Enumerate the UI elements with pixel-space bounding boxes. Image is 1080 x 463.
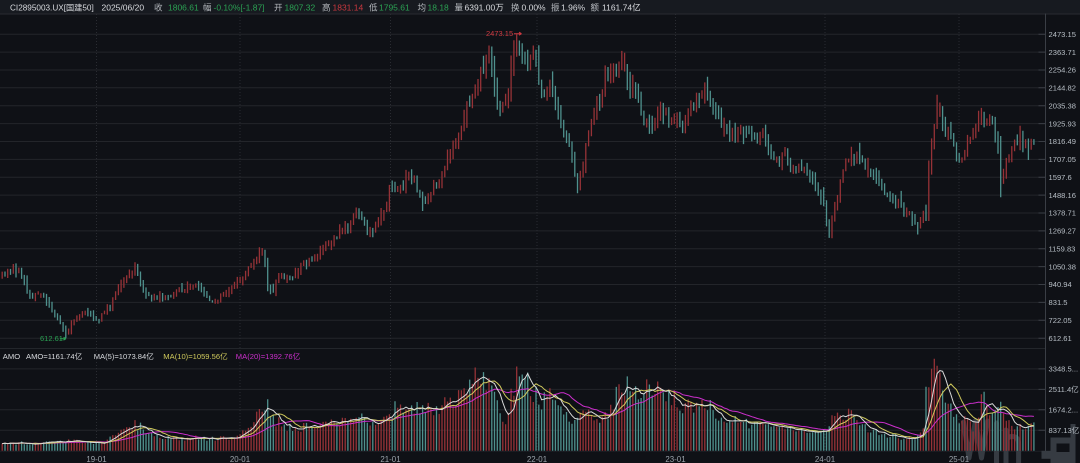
svg-text:1674.2...: 1674.2... xyxy=(1049,406,1079,415)
svg-text:0.00%: 0.00% xyxy=(522,2,547,12)
svg-text:幅: 幅 xyxy=(203,2,212,12)
svg-text:1807.32: 1807.32 xyxy=(285,2,316,12)
svg-text:23-01: 23-01 xyxy=(665,455,685,463)
svg-text:2473.15: 2473.15 xyxy=(1049,30,1076,39)
svg-text:1161.74亿: 1161.74亿 xyxy=(602,2,641,12)
svg-text:1269.27: 1269.27 xyxy=(1049,227,1076,236)
svg-text:2363.71: 2363.71 xyxy=(1049,48,1076,57)
svg-text:1488.16: 1488.16 xyxy=(1049,191,1076,200)
svg-text:AMO=1161.74亿: AMO=1161.74亿 xyxy=(26,351,83,361)
svg-text:AMO: AMO xyxy=(3,352,20,361)
svg-text:低: 低 xyxy=(369,2,378,12)
svg-text:1597.6: 1597.6 xyxy=(1049,173,1072,182)
svg-text:MA(10)=1059.56亿: MA(10)=1059.56亿 xyxy=(163,351,228,361)
svg-text:1806.61: 1806.61 xyxy=(168,2,199,12)
svg-text:CI2895003.UX[国建50]: CI2895003.UX[国建50] xyxy=(10,2,94,12)
svg-text:1831.14: 1831.14 xyxy=(333,2,364,12)
svg-text:22-01: 22-01 xyxy=(527,455,547,463)
svg-text:3348.5...: 3348.5... xyxy=(1049,365,1079,374)
svg-text:612.61: 612.61 xyxy=(1049,334,1072,343)
svg-text:-0.10%[-1.87]: -0.10%[-1.87] xyxy=(214,2,265,12)
svg-text:24-01: 24-01 xyxy=(815,455,835,463)
svg-text:1925.93: 1925.93 xyxy=(1049,119,1076,128)
svg-text:1707.05: 1707.05 xyxy=(1049,155,1076,164)
svg-text:831.5: 831.5 xyxy=(1049,298,1068,307)
svg-text:1159.83: 1159.83 xyxy=(1049,245,1076,254)
svg-text:量: 量 xyxy=(455,2,464,12)
svg-text:1816.49: 1816.49 xyxy=(1049,137,1076,146)
svg-text:612.61: 612.61 xyxy=(40,334,63,343)
svg-text:2144.82: 2144.82 xyxy=(1049,84,1076,93)
svg-text:开: 开 xyxy=(274,2,283,12)
svg-text:MA(20)=1392.76亿: MA(20)=1392.76亿 xyxy=(236,351,301,361)
svg-text:额: 额 xyxy=(591,2,600,12)
svg-text:2254.26: 2254.26 xyxy=(1049,66,1076,75)
svg-text:940.94: 940.94 xyxy=(1049,280,1072,289)
svg-text:1378.71: 1378.71 xyxy=(1049,209,1076,218)
svg-text:722.05: 722.05 xyxy=(1049,316,1072,325)
svg-text:换: 换 xyxy=(511,2,520,12)
svg-text:1795.61: 1795.61 xyxy=(379,2,410,12)
svg-text:1050.38: 1050.38 xyxy=(1049,262,1076,271)
svg-text:振: 振 xyxy=(551,2,560,12)
svg-text:收: 收 xyxy=(154,2,163,12)
svg-text:2035.38: 2035.38 xyxy=(1049,101,1076,110)
svg-text:21-01: 21-01 xyxy=(380,455,400,463)
svg-text:均: 均 xyxy=(418,2,427,12)
svg-text:837.13亿: 837.13亿 xyxy=(1049,425,1080,435)
svg-text:2511.4亿: 2511.4亿 xyxy=(1049,384,1080,394)
svg-text:6391.00万: 6391.00万 xyxy=(465,2,504,12)
svg-text:1.96%: 1.96% xyxy=(561,2,586,12)
svg-text:19-01: 19-01 xyxy=(86,455,106,463)
svg-text:18.18: 18.18 xyxy=(428,2,450,12)
svg-text:高: 高 xyxy=(322,2,331,12)
svg-text:20-01: 20-01 xyxy=(230,455,250,463)
svg-text:2473.15: 2473.15 xyxy=(486,29,513,38)
svg-text:2025/06/20: 2025/06/20 xyxy=(102,2,145,12)
svg-text:MA(5)=1073.84亿: MA(5)=1073.84亿 xyxy=(94,351,155,361)
svg-text:25-01: 25-01 xyxy=(949,455,969,463)
